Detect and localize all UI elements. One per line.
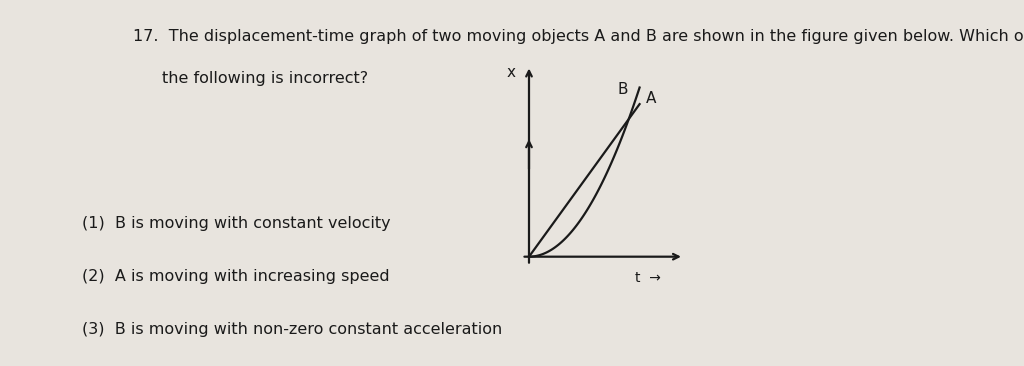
Text: t  →: t → — [635, 271, 662, 285]
Text: x: x — [507, 65, 516, 80]
Text: (2)  A is moving with increasing speed: (2) A is moving with increasing speed — [82, 269, 389, 284]
Text: the following is incorrect?: the following is incorrect? — [162, 71, 368, 86]
Text: (1)  B is moving with constant velocity: (1) B is moving with constant velocity — [82, 216, 390, 231]
Text: 17.  The displacement-time graph of two moving objects A and B are shown in the : 17. The displacement-time graph of two m… — [133, 29, 1024, 44]
Text: (3)  B is moving with non-zero constant acceleration: (3) B is moving with non-zero constant a… — [82, 322, 502, 337]
Text: A: A — [645, 91, 655, 106]
Text: B: B — [617, 82, 628, 97]
